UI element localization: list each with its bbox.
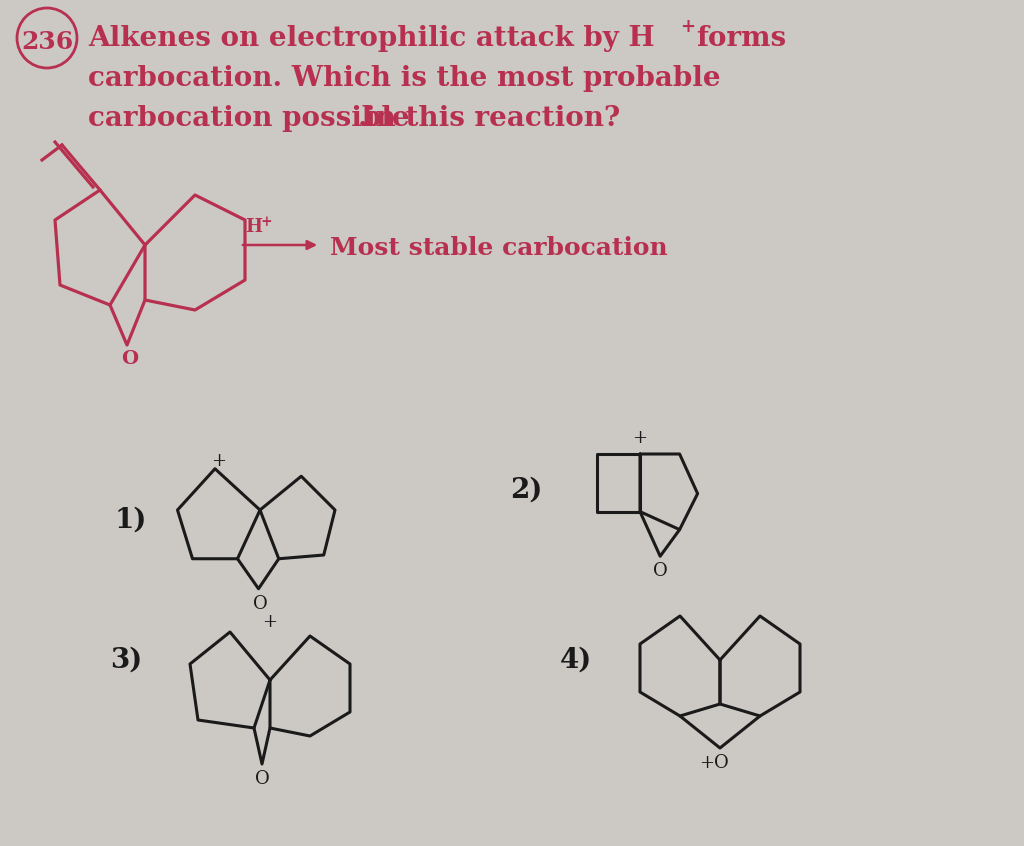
Text: +O: +O [698,755,728,772]
Text: O: O [652,562,668,580]
Text: Most stable carbocation: Most stable carbocation [330,236,668,260]
Text: 3): 3) [110,646,142,673]
Text: Alkenes on electrophilic attack by H: Alkenes on electrophilic attack by H [88,25,654,52]
Text: +: + [633,429,647,448]
Text: +: + [680,18,695,36]
Text: forms: forms [696,25,786,52]
Text: O: O [255,770,269,788]
Text: 2): 2) [510,476,543,503]
Text: O: O [253,595,267,613]
Text: H: H [245,218,262,236]
Text: O: O [122,350,138,368]
Text: carbocation possible: carbocation possible [88,105,410,132]
Text: +: + [261,215,272,229]
Text: 4): 4) [560,646,592,673]
Text: in this reaction?: in this reaction? [365,105,621,132]
Text: +: + [262,613,278,631]
Text: .: . [358,105,368,132]
Text: 236: 236 [20,30,73,54]
Text: carbocation. Which is the most probable: carbocation. Which is the most probable [88,65,721,92]
Text: +: + [211,453,226,470]
Text: 1): 1) [115,507,147,534]
